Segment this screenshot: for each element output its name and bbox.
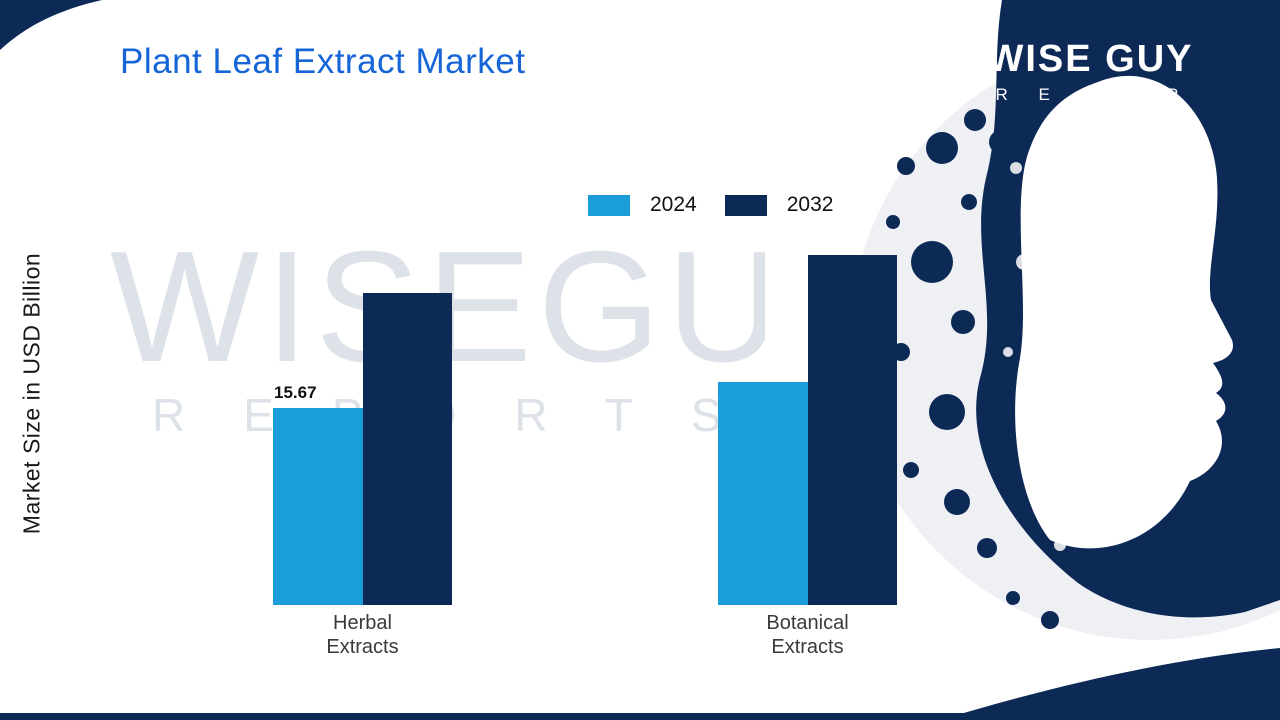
bottom-line [0,713,1280,720]
category-label-herbal: Herbal Extracts [326,612,399,658]
bar-value-label: 15.67 [274,383,317,402]
bar-group-herbal-extracts [273,293,452,605]
bottom-wave [940,648,1280,720]
bar-botanical-2032 [807,255,897,605]
logo-subtitle: R E P O R T S [995,85,1192,121]
bar-herbal-2024 [273,408,363,605]
logo-wordmark: WISE GUY [987,38,1194,80]
face-profile [1015,75,1233,549]
chart-legend: 2024 2032 [588,193,833,217]
head-circle [850,40,1280,640]
legend-swatch-2032 [724,194,767,216]
dot-cluster-light [1003,162,1066,551]
bar-herbal-2032 [362,293,452,605]
legend-label-2032: 2032 [786,193,834,216]
dot-cluster [886,109,1059,629]
bar-botanical-2024 [718,382,808,605]
category-label-botanical: Botanical Extracts [766,612,849,658]
legend-item-2024: 2024 [588,193,697,217]
logo: WISE GUY R E P O R T S [978,40,1203,120]
legend-label-2024: 2024 [650,193,697,216]
legend-swatch-2024 [588,194,630,216]
y-axis-label: Market Size in USD Billion [18,252,45,535]
legend-item-2032: 2032 [724,193,834,217]
bar-group-botanical-extracts [718,255,897,605]
corner-swoosh [0,0,102,50]
page-title: Plant Leaf Extract Market [120,42,526,81]
